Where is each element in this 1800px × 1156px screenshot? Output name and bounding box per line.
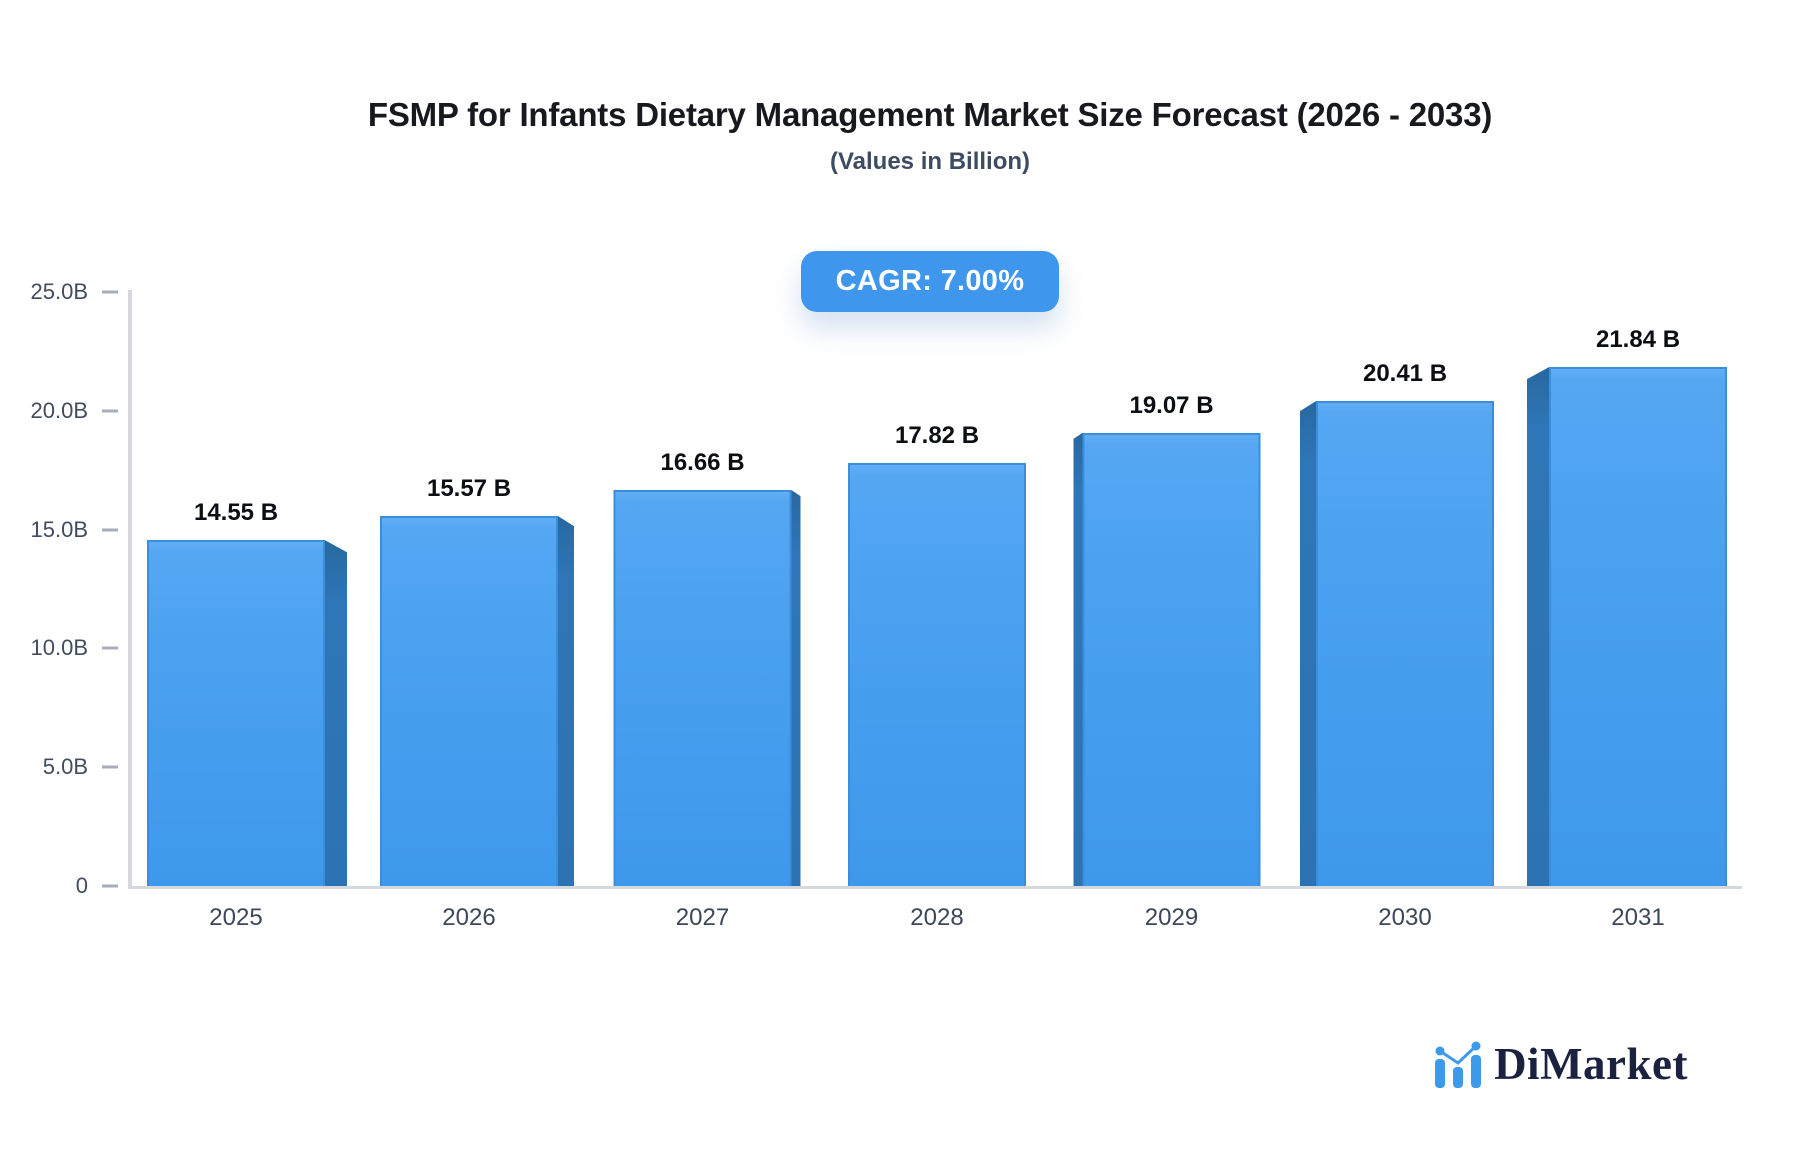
y-axis-label-0: 0 bbox=[75, 873, 88, 898]
bar-side-face bbox=[1073, 432, 1083, 886]
y-tick-10.0B bbox=[102, 646, 118, 650]
x-axis-label-2025: 2025 bbox=[209, 904, 263, 931]
bar-column-2031: 21.84 B 2031 bbox=[1512, 292, 1742, 931]
bar-chart-trend-icon bbox=[1435, 1041, 1482, 1088]
bar-2028 bbox=[848, 462, 1026, 886]
y-tick-25.0B bbox=[102, 290, 118, 294]
bar-value-label-2030: 20.41 B bbox=[1362, 360, 1448, 388]
y-tick-0 bbox=[102, 884, 118, 888]
bar-2025 bbox=[147, 540, 347, 886]
y-axis-label-20.0B: 20.0B bbox=[30, 397, 89, 423]
bar-2029 bbox=[1073, 432, 1261, 886]
y-axis-line bbox=[128, 290, 132, 888]
bar-value-label-2025: 14.55 B bbox=[193, 499, 279, 527]
bar-front-face bbox=[380, 516, 558, 886]
bar-side-face bbox=[1300, 401, 1316, 886]
bar-2030 bbox=[1300, 401, 1494, 886]
x-axis-label-2028: 2028 bbox=[910, 904, 964, 931]
bar-side-face bbox=[1527, 367, 1549, 886]
x-axis-label-2027: 2027 bbox=[675, 904, 730, 931]
chart-title: FSMP for Infants Dietary Management Mark… bbox=[367, 96, 1493, 133]
y-tick-20.0B bbox=[102, 409, 118, 413]
bar-value-label-2027: 16.66 B bbox=[660, 449, 745, 477]
bar-value-label-2029: 19.07 B bbox=[1129, 391, 1214, 419]
y-axis-label-15.0B: 15.0B bbox=[30, 516, 89, 542]
bar-front-face bbox=[147, 540, 325, 886]
bar-column-2029: 19.07 B 2029 bbox=[1052, 292, 1282, 931]
bar-side-face bbox=[558, 516, 574, 886]
bar-column-2026: 15.57 B 2026 bbox=[362, 292, 592, 931]
bar-column-2027: 16.66 B 2027 bbox=[592, 292, 822, 931]
bar-column-2030: 20.41 B 2030 bbox=[1282, 292, 1512, 931]
bar-front-face bbox=[1549, 367, 1727, 886]
plot-area: 25.0B 20.0B 15.0B 10.0B 5.0B 0 14.55 B 2025 15.… bbox=[31, 279, 1742, 931]
x-axis-label-2031: 2031 bbox=[1611, 904, 1665, 931]
bar-value-label-2031: 21.84 B bbox=[1595, 326, 1681, 354]
bar-front-face bbox=[1082, 432, 1261, 886]
bar-side-face bbox=[325, 540, 347, 886]
brand-name: DiMarket bbox=[1494, 1039, 1688, 1089]
badge-row: CAGR: 7.00% bbox=[60, 251, 1800, 312]
chart-subtitle: (Values in Billion) bbox=[829, 148, 1031, 175]
x-axis-label-2030: 2030 bbox=[1378, 904, 1432, 931]
bar-column-2025: 14.55 B 2025 bbox=[132, 292, 362, 931]
y-tick-5.0B bbox=[102, 765, 118, 769]
x-axis-line bbox=[128, 886, 1742, 889]
y-tick-15.0B bbox=[102, 528, 118, 532]
y-axis-label-25.0B: 25.0B bbox=[30, 279, 89, 304]
bar-side-face bbox=[791, 490, 801, 886]
bar-front-face bbox=[1316, 401, 1494, 886]
bar-2031 bbox=[1527, 367, 1727, 886]
y-axis-label-10.0B: 10.0B bbox=[30, 635, 89, 661]
bar-front-face bbox=[613, 490, 792, 886]
bar-value-label-2026: 15.57 B bbox=[426, 475, 512, 503]
bars-container: 14.55 B 2025 15.57 B 2026 16.66 B 2027 17.82 B… bbox=[132, 292, 1742, 931]
bar-2027 bbox=[613, 490, 801, 886]
y-axis-label-5.0B: 5.0B bbox=[42, 754, 88, 780]
x-axis-label-2026: 2026 bbox=[442, 904, 496, 931]
bar-2026 bbox=[380, 516, 574, 886]
bar-column-2028: 17.82 B 2028 bbox=[822, 292, 1052, 931]
bar-front-face bbox=[848, 462, 1026, 886]
brand-logo: DiMarket bbox=[1435, 1038, 1688, 1090]
cagr-badge: CAGR: 7.00% bbox=[800, 251, 1060, 312]
x-axis-label-2029: 2029 bbox=[1144, 904, 1199, 931]
bar-value-label-2028: 17.82 B bbox=[894, 421, 980, 449]
